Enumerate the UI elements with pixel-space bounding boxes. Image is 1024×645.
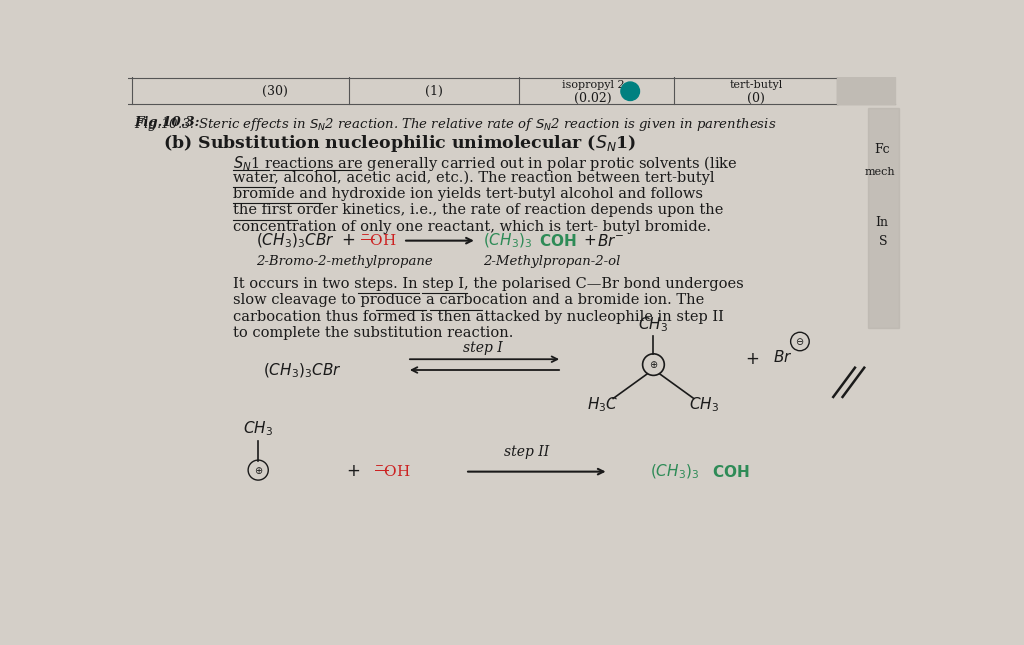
Text: carbocation thus formed is then attacked by nucleophile in step II: carbocation thus formed is then attacked… xyxy=(232,310,724,324)
Text: step II: step II xyxy=(505,444,550,459)
Text: to complete the substitution reaction.: to complete the substitution reaction. xyxy=(232,326,513,341)
Text: 2-Methylpropan-2-ol: 2-Methylpropan-2-ol xyxy=(483,255,621,268)
Text: $+$: $+$ xyxy=(583,233,596,248)
Text: 2-Bromo-2-methylpropane: 2-Bromo-2-methylpropane xyxy=(256,255,432,268)
Text: $\mathbf{COH}$: $\mathbf{COH}$ xyxy=(539,233,577,248)
Text: (30): (30) xyxy=(262,84,288,98)
Text: $(CH_3)_3$: $(CH_3)_3$ xyxy=(650,462,699,481)
Text: Fig.10.3:: Fig.10.3: xyxy=(134,116,200,129)
Text: Fc: Fc xyxy=(874,143,890,156)
Text: slow cleavage to produce a carbocation and a bromide ion. The: slow cleavage to produce a carbocation a… xyxy=(232,293,703,308)
Text: the first order kinetics, i.e., the rate of reaction depends upon the: the first order kinetics, i.e., the rate… xyxy=(232,203,723,217)
Text: step I: step I xyxy=(463,341,503,355)
Text: water, alcohol, acetic acid, etc.). The reaction between tert-butyl: water, alcohol, acetic acid, etc.). The … xyxy=(232,170,714,184)
Text: $CH_3$: $CH_3$ xyxy=(689,395,719,414)
Text: $Br$: $Br$ xyxy=(773,349,793,365)
Text: $(CH_3)_3CBr$: $(CH_3)_3CBr$ xyxy=(263,362,342,380)
Polygon shape xyxy=(868,108,899,328)
Text: (0): (0) xyxy=(746,92,765,104)
Text: It occurs in two steps. In step I, the polarised C—Br bond undergoes: It occurs in two steps. In step I, the p… xyxy=(232,277,743,291)
Text: concentration of only one reactant, which is tert- butyl bromide.: concentration of only one reactant, whic… xyxy=(232,220,711,234)
Text: tert-butyl: tert-butyl xyxy=(729,80,782,90)
Text: S: S xyxy=(880,235,888,248)
Text: $CH_3$: $CH_3$ xyxy=(244,419,273,438)
Text: $^{-}$OH: $^{-}$OH xyxy=(375,464,411,479)
Text: $\overline{\mathrm{\ \ \ }}$: $\overline{\mathrm{\ \ \ }}$ xyxy=(375,462,389,475)
Text: $H_3C$: $H_3C$ xyxy=(588,395,618,414)
Circle shape xyxy=(621,82,640,101)
Text: $Br^{-}$: $Br^{-}$ xyxy=(597,233,625,248)
Text: bromide and hydroxide ion yields tert-butyl alcohol and follows: bromide and hydroxide ion yields tert-bu… xyxy=(232,187,702,201)
Text: $\oplus$: $\oplus$ xyxy=(649,359,658,370)
Text: $(CH_3)_3CBr$: $(CH_3)_3CBr$ xyxy=(256,232,335,250)
Text: Fig.10.3: Steric effects in $S_N$2 reaction. The relative rate of $S_N$2 reactio: Fig.10.3: Steric effects in $S_N$2 react… xyxy=(134,116,776,133)
Text: $\oplus$: $\oplus$ xyxy=(254,464,263,475)
Text: $+$: $+$ xyxy=(346,463,359,480)
Text: $+$: $+$ xyxy=(341,232,355,249)
Text: (0.02): (0.02) xyxy=(574,92,611,104)
Text: In: In xyxy=(876,216,889,229)
Text: $\ominus$: $\ominus$ xyxy=(796,336,805,347)
Text: $\mathbf{COH}$: $\mathbf{COH}$ xyxy=(712,464,750,480)
Text: $(CH_3)_3$: $(CH_3)_3$ xyxy=(483,232,532,250)
Text: $CH_3$: $CH_3$ xyxy=(638,315,669,334)
Text: (b) Substitution nucleophilic unimolecular ($S_N$1): (b) Substitution nucleophilic unimolecul… xyxy=(163,133,636,154)
Text: mech: mech xyxy=(864,168,895,177)
Text: $\overline{\mathrm{\ \ \ }}$: $\overline{\mathrm{\ \ \ }}$ xyxy=(360,231,375,244)
Text: $+$: $+$ xyxy=(744,351,759,368)
Polygon shape xyxy=(838,77,895,104)
Text: $S_N$1 reactions are generally carried out in polar protic solvents (like: $S_N$1 reactions are generally carried o… xyxy=(232,154,737,173)
Text: (1): (1) xyxy=(425,84,443,98)
Text: $^{-}$OH: $^{-}$OH xyxy=(360,233,397,248)
Text: isopropyl 2: isopropyl 2 xyxy=(562,80,625,90)
